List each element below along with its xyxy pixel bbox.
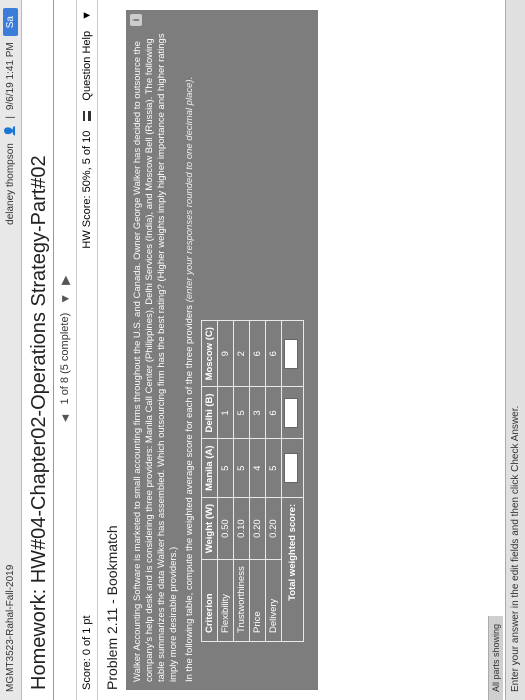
help-dropdown-icon[interactable]: ▼ <box>81 10 93 21</box>
cell-manila: 4 <box>250 439 266 497</box>
course-topbar: MGMT3523-Rahal-Fall-2019 delaney thompso… <box>0 0 22 700</box>
criteria-table: Criterion Weight (W) Manila (A) Delhi (B… <box>201 320 304 642</box>
problem-title: Problem 2.11 - Bookmatch <box>98 0 126 700</box>
cell-delhi: 1 <box>218 387 234 439</box>
homework-title: Homework: HW#04-Chapter02-Operations Str… <box>22 0 54 700</box>
cell-weight: 0.10 <box>234 497 250 559</box>
cell-criterion: Flexibility <box>218 560 234 642</box>
cell-manila: 5 <box>218 439 234 497</box>
all-parts-label: All parts showing <box>488 616 503 700</box>
instruction-prefix: In the following table, compute the weig… <box>184 302 195 682</box>
question-panel: i Walker Accounting Software is marketed… <box>126 10 318 690</box>
bottom-instruction-text: Enter your answer in the edit fields and… <box>510 406 521 692</box>
table-row: Delivery 0.20 5 6 6 <box>266 321 282 642</box>
table-row: Price 0.20 4 3 6 <box>250 321 266 642</box>
answer-input-delhi[interactable] <box>284 398 298 428</box>
user-name[interactable]: delaney thompson <box>5 143 16 225</box>
progress-dropdown-icon[interactable]: ▼ <box>58 293 72 305</box>
cell-delhi: 5 <box>234 387 250 439</box>
input-moscow <box>282 321 304 387</box>
cell-criterion: Delivery <box>266 560 282 642</box>
cell-weight: 0.20 <box>250 497 266 559</box>
question-help-link[interactable]: Question Help <box>81 31 93 101</box>
cell-weight: 0.20 <box>266 497 282 559</box>
total-label: Total weighted score: <box>282 497 304 641</box>
cell-delhi: 6 <box>266 387 282 439</box>
input-manila <box>282 439 304 497</box>
save-button[interactable]: Sa <box>3 8 18 36</box>
table-row: Trustworthiness 0.10 5 5 2 <box>234 321 250 642</box>
cell-delhi: 3 <box>250 387 266 439</box>
next-arrow-icon[interactable]: ▶ <box>58 276 72 285</box>
info-icon[interactable]: i <box>130 14 142 26</box>
progress-label: 1 of 8 (5 complete) <box>59 313 71 405</box>
cell-moscow: 2 <box>234 321 250 387</box>
progress-nav: ◄ 1 of 8 (5 complete) ▼ ▶ <box>54 0 77 700</box>
cell-criterion: Price <box>250 560 266 642</box>
th-manila: Manila (A) <box>202 439 218 497</box>
cell-manila: 5 <box>266 439 282 497</box>
instruction-text: In the following table, compute the weig… <box>184 18 196 682</box>
datetime: 9/6/19 1:41 PM <box>5 42 16 110</box>
answer-input-moscow[interactable] <box>284 339 298 369</box>
cell-moscow: 9 <box>218 321 234 387</box>
cell-weight: 0.50 <box>218 497 234 559</box>
th-weight: Weight (W) <box>202 497 218 559</box>
cell-manila: 5 <box>234 439 250 497</box>
hw-score-label: HW Score: 50%, 5 of 10 <box>81 131 93 249</box>
cell-moscow: 6 <box>266 321 282 387</box>
th-delhi: Delhi (B) <box>202 387 218 439</box>
th-moscow: Moscow (C) <box>202 321 218 387</box>
table-header-row: Criterion Weight (W) Manila (A) Delhi (B… <box>202 321 218 642</box>
bottom-instruction-bar: Enter your answer in the edit fields and… <box>505 0 525 700</box>
input-delhi <box>282 387 304 439</box>
score-label: Score: 0 of 1 pt <box>81 615 93 690</box>
th-criterion: Criterion <box>202 560 218 642</box>
prev-arrow-icon[interactable]: ◄ <box>58 412 72 424</box>
problem-text: Walker Accounting Software is marketed t… <box>132 18 180 682</box>
cell-criterion: Trustworthiness <box>234 560 250 642</box>
instruction-italic: (enter your responses rounded to one dec… <box>184 79 195 302</box>
menu-icon[interactable] <box>83 111 91 121</box>
cell-moscow: 6 <box>250 321 266 387</box>
table-total-row: Total weighted score: <box>282 321 304 642</box>
user-icon: 👤 <box>5 125 16 137</box>
separator: | <box>5 116 16 119</box>
course-code: MGMT3523-Rahal-Fall-2019 <box>5 565 16 692</box>
answer-input-manila[interactable] <box>284 453 298 483</box>
table-row: Flexibility 0.50 5 1 9 <box>218 321 234 642</box>
score-row: Score: 0 of 1 pt HW Score: 50%, 5 of 10 … <box>77 0 98 700</box>
